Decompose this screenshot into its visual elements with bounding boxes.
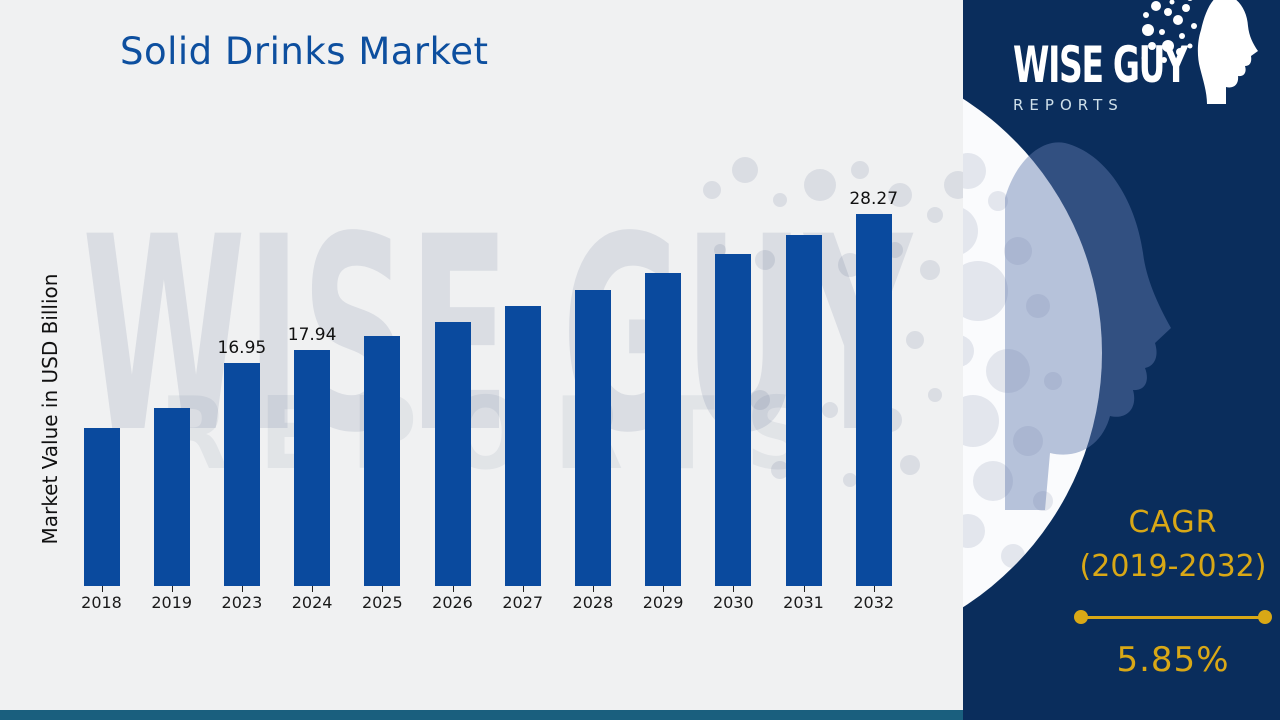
bar-2029 — [645, 272, 682, 586]
brand-logo: WISE GUY REPORTS — [1013, 36, 1273, 114]
cagr-value: 5.85% — [1116, 640, 1230, 680]
bar-chart: Solid Drinks Market Market Value in USD … — [38, 30, 899, 612]
bar-2031 — [785, 234, 822, 586]
x-tick-2026 — [452, 586, 454, 592]
x-label-2019: 2019 — [151, 593, 193, 612]
x-label-2030: 2030 — [712, 593, 754, 612]
x-label-2029: 2029 — [642, 593, 684, 612]
x-tick-2019 — [171, 586, 173, 592]
x-tick-2030 — [733, 586, 735, 592]
bar-value-2023: 16.95 — [217, 338, 267, 359]
face-silhouette — [1005, 142, 1171, 510]
x-tick-2029 — [663, 586, 665, 592]
x-tick-2023 — [241, 586, 243, 592]
page-title: Solid Drinks Market — [120, 30, 489, 73]
x-tick-2024 — [312, 586, 314, 592]
cagr-block: CAGR (2019-2032) 5.85% — [1074, 505, 1272, 680]
x-tick-2018 — [101, 586, 103, 592]
watermark-text-1: WISE GUY — [82, 180, 914, 492]
circle-blobs — [963, 153, 1062, 568]
x-tick-2025 — [382, 586, 384, 592]
cagr-range: (2019-2032) — [1079, 549, 1267, 584]
bar-2025 — [364, 336, 401, 586]
brand-logo-name: WISE GUY — [1013, 36, 1188, 94]
x-label-2024: 2024 — [291, 593, 333, 612]
bar-2024 — [294, 350, 331, 586]
x-tick-2028 — [592, 586, 594, 592]
bar-2023 — [223, 363, 260, 586]
x-label-2028: 2028 — [572, 593, 614, 612]
x-tick-2031 — [803, 586, 805, 592]
x-label-2031: 2031 — [783, 593, 824, 612]
x-label-2025: 2025 — [361, 593, 403, 612]
bar-2026 — [434, 321, 471, 586]
logo-face-icon — [1141, 0, 1258, 104]
bottom-accent-strip — [0, 710, 963, 720]
cagr-label: CAGR — [1128, 505, 1218, 540]
x-tick-2027 — [522, 586, 524, 592]
cagr-divider — [1074, 610, 1272, 624]
watermark-text-2: R E P O R T S — [160, 375, 810, 492]
divider-dot-right — [1258, 610, 1272, 624]
bar-2018 — [83, 428, 120, 586]
background-watermark: WISE GUY R E P O R T S — [82, 157, 972, 492]
bar-value-2024: 17.94 — [287, 325, 337, 346]
x-label-2032: 2032 — [853, 593, 895, 612]
divider-dot-left — [1074, 610, 1088, 624]
bar-2027 — [504, 306, 541, 586]
x-label-2018: 2018 — [81, 593, 122, 612]
bar-2019 — [153, 408, 190, 586]
brand-panel: WISE GUY REPORTS CAGR (2019-2032) — [963, 0, 1280, 720]
x-label-2023: 2023 — [221, 593, 263, 612]
bar-value-2032: 28.27 — [849, 189, 899, 210]
bar-2032 — [855, 214, 892, 586]
y-axis-label: Market Value in USD Billion — [38, 273, 62, 545]
divider-line — [1084, 616, 1262, 619]
bar-2028 — [574, 289, 611, 586]
x-label-2027: 2027 — [502, 593, 544, 612]
x-tick-2032 — [873, 586, 875, 592]
bar-2030 — [715, 254, 752, 586]
brand-logo-subtitle: REPORTS — [1013, 96, 1124, 114]
x-label-2026: 2026 — [432, 593, 473, 612]
